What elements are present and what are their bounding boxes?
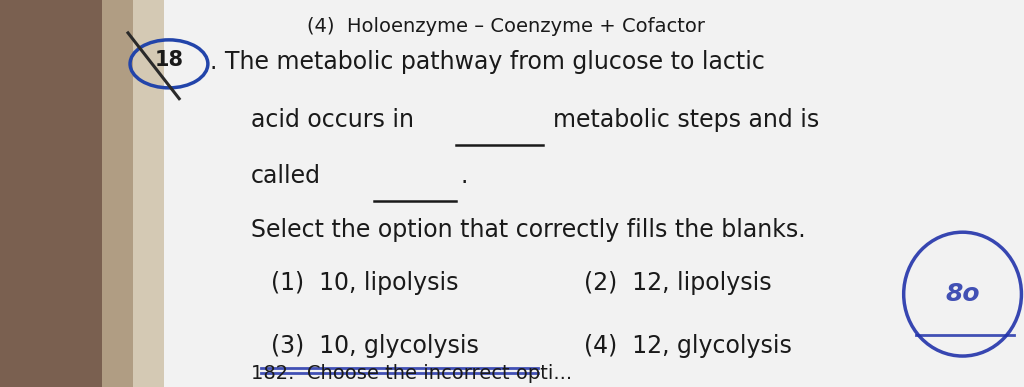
Text: (4)  Holoenzyme – Coenzyme + Cofactor: (4) Holoenzyme – Coenzyme + Cofactor (307, 17, 706, 36)
Text: called: called (251, 164, 321, 188)
Text: 18: 18 (155, 50, 183, 70)
Text: Select the option that correctly fills the blanks.: Select the option that correctly fills t… (251, 218, 806, 242)
Text: metabolic steps and is: metabolic steps and is (553, 108, 819, 132)
Text: (1)  10, lipolysis: (1) 10, lipolysis (271, 271, 459, 295)
Text: acid occurs in: acid occurs in (251, 108, 414, 132)
Text: . The metabolic pathway from glucose to lactic: . The metabolic pathway from glucose to … (210, 50, 765, 74)
Text: (4)  12, glycolysis: (4) 12, glycolysis (584, 334, 792, 358)
Text: .: . (461, 164, 468, 188)
Text: (3)  10, glycolysis: (3) 10, glycolysis (271, 334, 479, 358)
Bar (0, 0, 133, 387)
Text: (2)  12, lipolysis: (2) 12, lipolysis (584, 271, 771, 295)
Bar (102, 0, 164, 387)
Text: 182.  Choose the incorrect opti...: 182. Choose the incorrect opti... (251, 364, 572, 383)
Text: 8o: 8o (945, 282, 980, 306)
